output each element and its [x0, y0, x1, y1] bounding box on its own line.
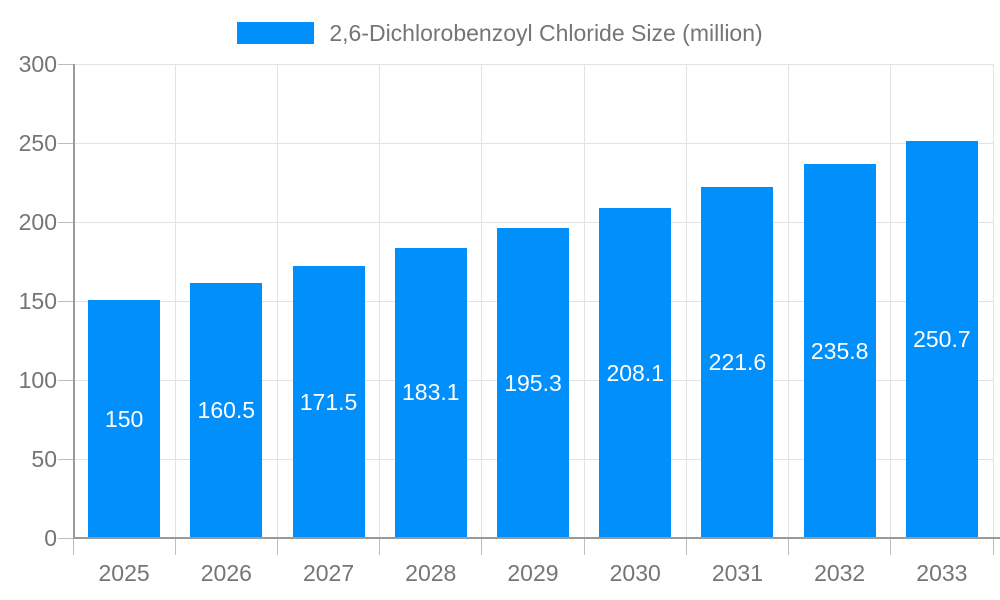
y-axis-label: 250 [18, 130, 57, 156]
bar[interactable]: 195.3 [497, 228, 569, 537]
bar[interactable]: 208.1 [599, 208, 672, 537]
bar-value-label: 195.3 [504, 369, 562, 396]
bar-value-label: 183.1 [401, 379, 460, 406]
bar[interactable]: 183.1 [394, 247, 467, 537]
x-axis-label: 2028 [405, 560, 457, 586]
x-axis-tick [379, 538, 381, 555]
y-axis-tick [58, 221, 73, 223]
x-axis-tick [685, 538, 687, 555]
bar[interactable]: 150 [88, 300, 161, 537]
x-axis-tick [992, 538, 994, 555]
y-axis-tick [58, 458, 73, 460]
x-axis-tick [788, 538, 790, 555]
gridline-vertical [890, 64, 892, 538]
x-axis-tick [174, 538, 176, 555]
bar[interactable]: 250.7 [905, 140, 978, 537]
y-axis-tick [58, 300, 73, 302]
gridline-horizontal [73, 221, 993, 223]
bar-value-label: 250.7 [913, 325, 971, 352]
y-axis-label: 50 [31, 446, 57, 472]
y-axis-label: 200 [18, 209, 57, 235]
bar-value-label: 208.1 [606, 359, 664, 386]
x-axis-label: 2031 [711, 560, 764, 586]
x-axis-label: 2027 [302, 560, 355, 586]
gridline-horizontal [73, 142, 993, 144]
x-axis-tick [72, 538, 74, 555]
legend-label: 2,6-Dichlorobenzoyl Chloride Size (milli… [329, 20, 763, 46]
bar-value-label: 221.6 [708, 348, 767, 375]
x-axis-line [73, 537, 1000, 539]
y-axis-label: 150 [18, 288, 57, 314]
bar[interactable]: 160.5 [190, 283, 263, 537]
gridline-vertical [276, 64, 278, 538]
gridline-vertical [379, 64, 381, 538]
y-axis-tick [58, 379, 73, 381]
gridline-vertical [992, 64, 994, 538]
gridline-vertical [174, 64, 176, 538]
legend[interactable]: 2,6-Dichlorobenzoyl Chloride Size (milli… [0, 21, 1000, 45]
x-axis-tick [481, 538, 483, 555]
y-axis-label: 300 [18, 51, 57, 77]
bar[interactable]: 221.6 [701, 186, 774, 537]
x-axis-tick [890, 538, 892, 555]
bar[interactable]: 235.8 [803, 164, 876, 537]
x-axis-label: 2033 [916, 560, 968, 586]
x-axis-tick [276, 538, 278, 555]
plot-area: 0 50 100 150 200 250 300 150 2025 160.5 2026 171.5 2… [19, 52, 1000, 586]
x-axis-tick [583, 538, 585, 555]
y-axis-line [73, 64, 75, 538]
gridline-horizontal [73, 63, 993, 65]
bar[interactable]: 171.5 [292, 266, 365, 537]
y-axis-tick [58, 63, 73, 65]
x-axis-label: 2026 [200, 560, 252, 586]
y-axis-label: 100 [18, 367, 57, 393]
x-axis-label: 2029 [507, 560, 559, 586]
x-axis-label: 2032 [814, 560, 866, 586]
bar-value-label: 150 [104, 405, 144, 432]
gridline-vertical [788, 64, 790, 538]
y-axis-tick [58, 537, 73, 539]
x-axis-label: 2030 [609, 560, 661, 586]
gridline-vertical [685, 64, 687, 538]
bar-value-label: 160.5 [197, 397, 256, 424]
legend-swatch [237, 22, 315, 44]
y-axis-tick [58, 142, 73, 144]
gridline-vertical [481, 64, 483, 538]
x-axis-label: 2025 [98, 560, 150, 586]
bar-value-label: 235.8 [810, 337, 869, 364]
bar-value-label: 171.5 [299, 388, 358, 415]
gridline-vertical [583, 64, 585, 538]
y-axis-label: 0 [44, 525, 57, 551]
